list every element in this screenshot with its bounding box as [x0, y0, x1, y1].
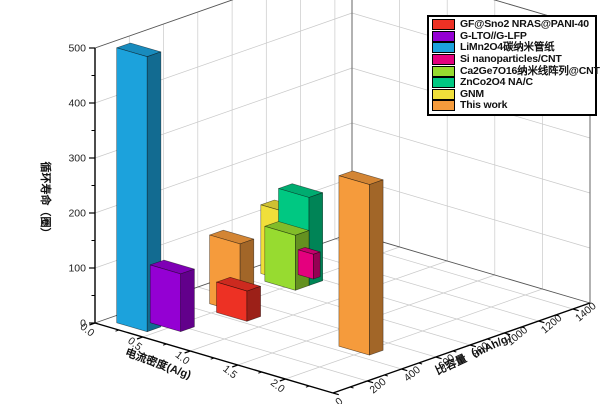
bar-front-face: [149, 264, 181, 332]
legend-box: GF@Sno2 NRAS@PANI-40 G-LTO//G-LFP LiMn2O4碳…: [427, 15, 600, 116]
legend-swatch: [432, 42, 455, 54]
bar-front-face: [297, 249, 314, 280]
x-minor-tick: [258, 371, 262, 374]
bar: [116, 42, 162, 333]
y-minor-tick: [555, 314, 560, 317]
z-axis-title: 循环寿命（圈）: [39, 162, 53, 239]
legend-swatch: [432, 88, 455, 100]
bar: [216, 276, 261, 322]
y-minor-tick: [384, 374, 388, 377]
y-tick: [469, 344, 477, 348]
x-tick: [184, 350, 191, 354]
legend-swatch: [432, 19, 455, 31]
legend-label: GNM: [460, 87, 484, 100]
bar: [338, 170, 384, 356]
y-tick-label: 1200: [539, 312, 565, 336]
bar-side-face: [246, 285, 261, 322]
legend-swatch: [432, 77, 455, 89]
x-tick: [231, 364, 239, 368]
x-minor-tick: [115, 329, 119, 332]
y-tick-label: 400: [402, 364, 423, 385]
y-tick: [332, 392, 339, 396]
legend-item: This work: [432, 100, 592, 112]
legend-item: ZnCo2O4 NA/C: [432, 77, 592, 89]
x-minor-tick: [210, 357, 215, 360]
x-minor-tick: [305, 385, 310, 388]
floor-back-edge: [351, 232, 591, 304]
z-tick-label: 0: [80, 318, 86, 330]
y-tick-label: 1400: [573, 300, 599, 324]
z-tick-label: 300: [68, 153, 86, 165]
y-tick: [401, 368, 408, 372]
x-tick: [89, 322, 96, 326]
grid: [94, 0, 591, 382]
bar-front-face: [116, 47, 148, 333]
legend-item: GNM: [432, 87, 592, 101]
legend-item: Ca2Ge7O16纳米线阵列@CNT: [432, 65, 600, 77]
bar-front-face: [338, 175, 370, 356]
bars: [116, 42, 384, 356]
bar-side-face: [180, 268, 195, 332]
legend-label: LiMn2O4碳纳米管纸: [460, 41, 555, 54]
y-axis: [332, 302, 591, 394]
legend-item: LiMn2O4碳纳米管纸: [432, 42, 592, 54]
y-axis-title: 比容量（mAh/g）: [433, 327, 520, 377]
floor-grid-x: [190, 260, 448, 352]
legend-label: G-LTO//G-LFP: [460, 29, 527, 42]
legend-label: ZnCo2O4 NA/C: [460, 76, 533, 89]
y-tick: [367, 380, 374, 384]
y-tick-label: 0: [333, 395, 345, 404]
legend-label: Ca2Ge7O16纳米线阵列@CNT: [460, 64, 600, 77]
y-tick-label: 200: [367, 376, 388, 397]
wall-top-edge: [94, 0, 234, 49]
legend-swatch: [432, 54, 455, 66]
x-minor-tick: [162, 343, 167, 346]
y-minor-tick: [452, 350, 457, 353]
y-tick: [572, 308, 579, 312]
z-tick-label: 400: [68, 98, 86, 110]
y-minor-tick: [521, 326, 526, 329]
legend-label: GF@Sno2 NRAS@PANI-40: [460, 18, 589, 31]
wall-grid-z: [94, 0, 234, 49]
floor-grid-x: [285, 288, 543, 380]
bar-side-face: [146, 51, 162, 333]
legend-item: Si nanoparticles/CNT: [432, 54, 592, 66]
z-tick-label: 100: [68, 263, 86, 275]
legend-item: G-LTO//G-LFP: [432, 29, 592, 43]
bar: [297, 247, 321, 280]
y-tick: [504, 332, 511, 336]
wall-grid-z: [351, 177, 591, 249]
y-tick: [435, 356, 442, 360]
bar-side-face: [313, 251, 321, 280]
y-minor-tick: [418, 362, 423, 365]
z-tick-label: 500: [68, 43, 86, 55]
bar-front-face: [264, 226, 296, 291]
y-minor-tick: [349, 386, 354, 389]
bar: [149, 259, 195, 332]
legend-item: GF@Sno2 NRAS@PANI-40: [432, 19, 592, 31]
y-minor-tick: [487, 338, 491, 341]
wall-grid-z: [351, 122, 591, 194]
floor-grid-y: [163, 298, 402, 370]
y-tick: [538, 320, 545, 324]
legend-swatch: [432, 100, 455, 112]
legend-label: This work: [460, 99, 508, 112]
z-tick-label: 200: [68, 208, 86, 220]
x-tick: [279, 378, 286, 382]
legend-swatch: [432, 65, 455, 77]
legend-label: Si nanoparticles/CNT: [460, 53, 562, 66]
x-tick: [136, 336, 143, 340]
bar-side-face: [369, 179, 384, 356]
floor-grid-y: [300, 250, 539, 322]
legend-swatch: [432, 30, 455, 42]
